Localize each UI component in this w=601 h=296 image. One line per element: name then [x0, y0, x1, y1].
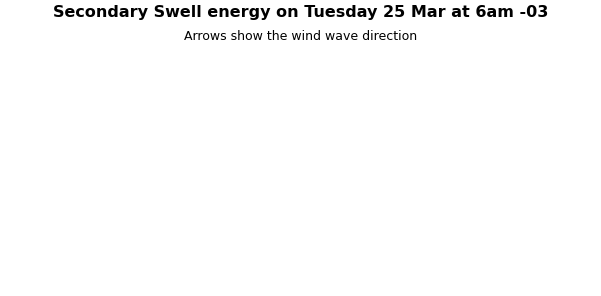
Text: Secondary Swell energy on Tuesday 25 Mar at 6am -03: Secondary Swell energy on Tuesday 25 Mar… [53, 5, 548, 20]
Text: cartopy required: cartopy required [219, 161, 382, 181]
Text: Arrows show the wind wave direction: Arrows show the wind wave direction [184, 30, 417, 43]
